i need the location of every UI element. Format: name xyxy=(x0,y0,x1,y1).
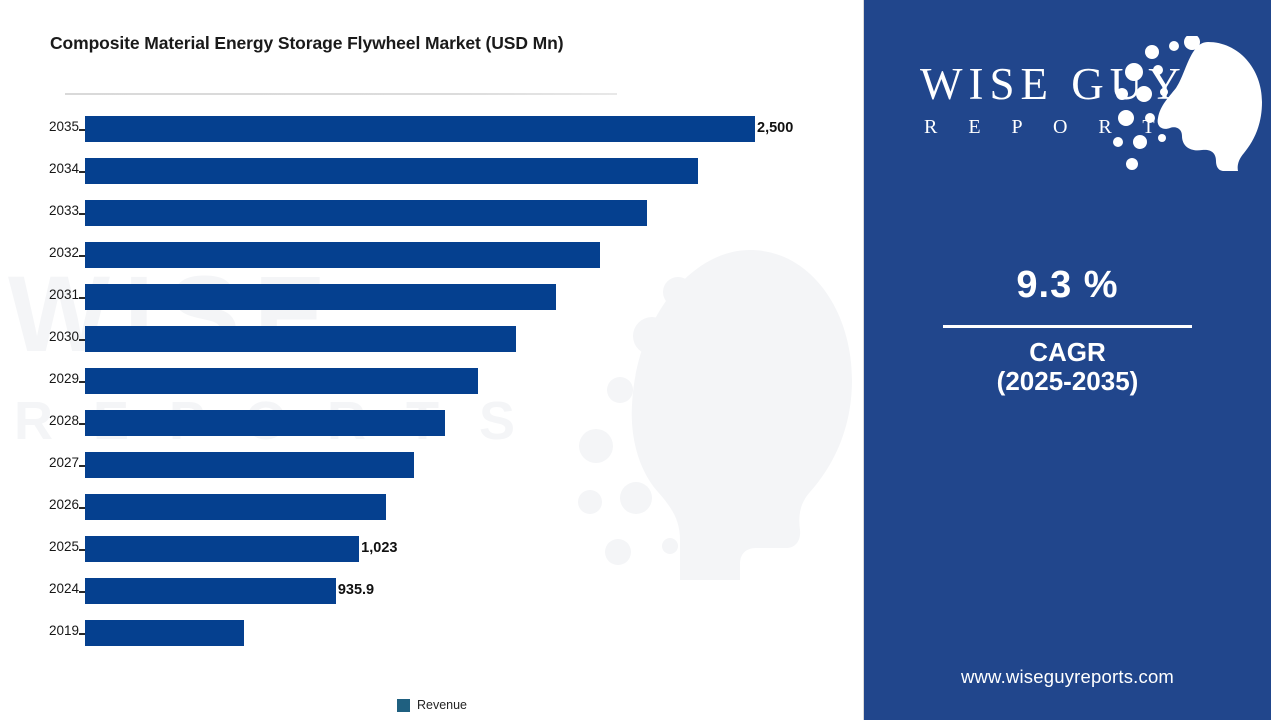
y-axis-tick-label: 2033 xyxy=(48,203,79,218)
bar-revenue[interactable] xyxy=(85,452,415,478)
bar-row: 2028 xyxy=(0,402,863,446)
y-axis-tick-label: 2024 xyxy=(48,581,79,596)
y-axis-tick-mark xyxy=(79,129,85,131)
bar-revenue[interactable] xyxy=(85,200,648,226)
bar-value-label: 935.9 xyxy=(337,582,375,598)
bar-revenue[interactable] xyxy=(85,578,336,604)
wiseguy-logo: WISE GUY R E P O R T S xyxy=(874,36,1264,172)
bar-row: 2034 xyxy=(0,150,863,194)
y-axis-tick-label: 2031 xyxy=(48,287,79,302)
bar-value-label: 1,023 xyxy=(361,540,398,556)
bar-row: 2025 1,023 xyxy=(0,528,863,572)
y-axis-tick-mark xyxy=(79,549,85,551)
bar-value-label: 2,500 xyxy=(757,120,794,136)
bar-row: 2031 xyxy=(0,276,863,320)
bar-row: 2029 xyxy=(0,360,863,404)
y-axis-tick-mark xyxy=(79,591,85,593)
y-axis-tick-mark xyxy=(79,339,85,341)
bar-revenue[interactable] xyxy=(85,410,446,436)
bar-row: 2024 935.9 xyxy=(0,570,863,614)
y-axis-tick-mark xyxy=(79,213,85,215)
y-axis-tick-mark xyxy=(79,297,85,299)
y-axis-tick-label: 2030 xyxy=(48,329,79,344)
y-axis-tick-label: 2026 xyxy=(48,497,79,512)
y-axis-tick-mark xyxy=(79,633,85,635)
bar-row: 2026 xyxy=(0,486,863,530)
bar-row: 2027 xyxy=(0,444,863,488)
cagr-divider xyxy=(943,325,1192,328)
y-axis-tick-mark xyxy=(79,255,85,257)
bar-row: 2030 xyxy=(0,318,863,362)
bar-row: 2019 xyxy=(0,612,863,656)
bar-revenue[interactable] xyxy=(85,494,386,520)
cagr-value: 9.3 % xyxy=(1016,264,1119,306)
cagr-period-text: (2025-2035) xyxy=(996,366,1139,397)
bar-revenue[interactable] xyxy=(85,284,556,310)
y-axis-tick-label: 2027 xyxy=(48,455,79,470)
bar-revenue[interactable] xyxy=(85,368,479,394)
legend-swatch-revenue xyxy=(396,698,410,712)
bar-row: 2035 2,500 xyxy=(0,108,863,152)
y-axis-tick-mark xyxy=(79,423,85,425)
chart-panel: Composite Material Energy Storage Flywhe… xyxy=(0,0,864,720)
bar-revenue[interactable] xyxy=(85,158,698,184)
y-axis-tick-label: 2035 xyxy=(48,119,79,134)
site-url: www.wiseguyreports.com xyxy=(960,666,1175,687)
y-axis-tick-mark xyxy=(79,171,85,173)
y-axis-tick-label: 2025 xyxy=(48,539,79,554)
y-axis-tick-label: 2032 xyxy=(48,245,79,260)
bar-row: 2033 xyxy=(0,192,863,236)
cagr-label: CAGR (2025-2035) xyxy=(864,337,1271,397)
brand-panel: WISE GUY R E P O R T S xyxy=(864,0,1271,720)
y-axis-tick-label: 2034 xyxy=(48,161,79,176)
logo-head-icon xyxy=(1113,36,1262,171)
y-axis-tick-label: 2019 xyxy=(48,623,79,638)
y-axis-tick-label: 2028 xyxy=(48,413,79,428)
bar-row: 2032 xyxy=(0,234,863,278)
y-axis-tick-label: 2029 xyxy=(48,371,79,386)
title-divider xyxy=(65,93,617,95)
page-title: Composite Material Energy Storage Flywhe… xyxy=(50,33,564,53)
y-axis-tick-mark xyxy=(79,465,85,467)
bar-chart-plot: 2035 2,500 2034 2033 2032 2031 2030 2029 2028 202… xyxy=(0,108,863,656)
chart-legend: Revenue xyxy=(0,698,863,712)
bar-revenue[interactable] xyxy=(85,326,516,352)
cagr-label-text: CAGR xyxy=(1029,337,1106,367)
y-axis-tick-mark xyxy=(79,381,85,383)
y-axis-tick-mark xyxy=(79,507,85,509)
bar-revenue[interactable] xyxy=(85,620,244,646)
bar-revenue[interactable] xyxy=(85,242,600,268)
bar-revenue[interactable] xyxy=(85,116,755,142)
bar-revenue[interactable] xyxy=(85,536,360,562)
legend-label-revenue: Revenue xyxy=(416,698,468,712)
